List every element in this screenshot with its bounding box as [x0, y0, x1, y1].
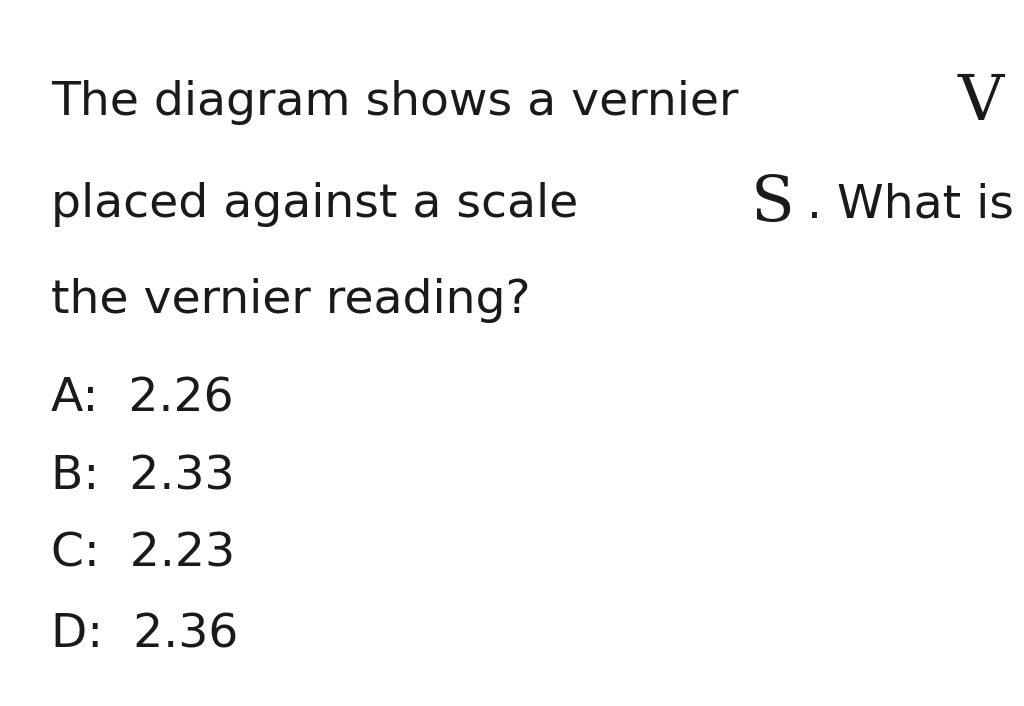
Text: S: S [751, 174, 795, 235]
Text: V: V [957, 72, 1004, 133]
Text: the vernier reading?: the vernier reading? [51, 277, 530, 323]
Text: placed against a scale: placed against a scale [51, 182, 594, 227]
Text: The diagram shows a vernier: The diagram shows a vernier [51, 80, 754, 125]
Text: C:  2.23: C: 2.23 [51, 532, 236, 577]
Text: . What is: . What is [807, 182, 1014, 227]
Text: D:  2.36: D: 2.36 [51, 613, 239, 658]
Text: B:  2.33: B: 2.33 [51, 454, 234, 499]
Text: A:  2.26: A: 2.26 [51, 376, 233, 421]
